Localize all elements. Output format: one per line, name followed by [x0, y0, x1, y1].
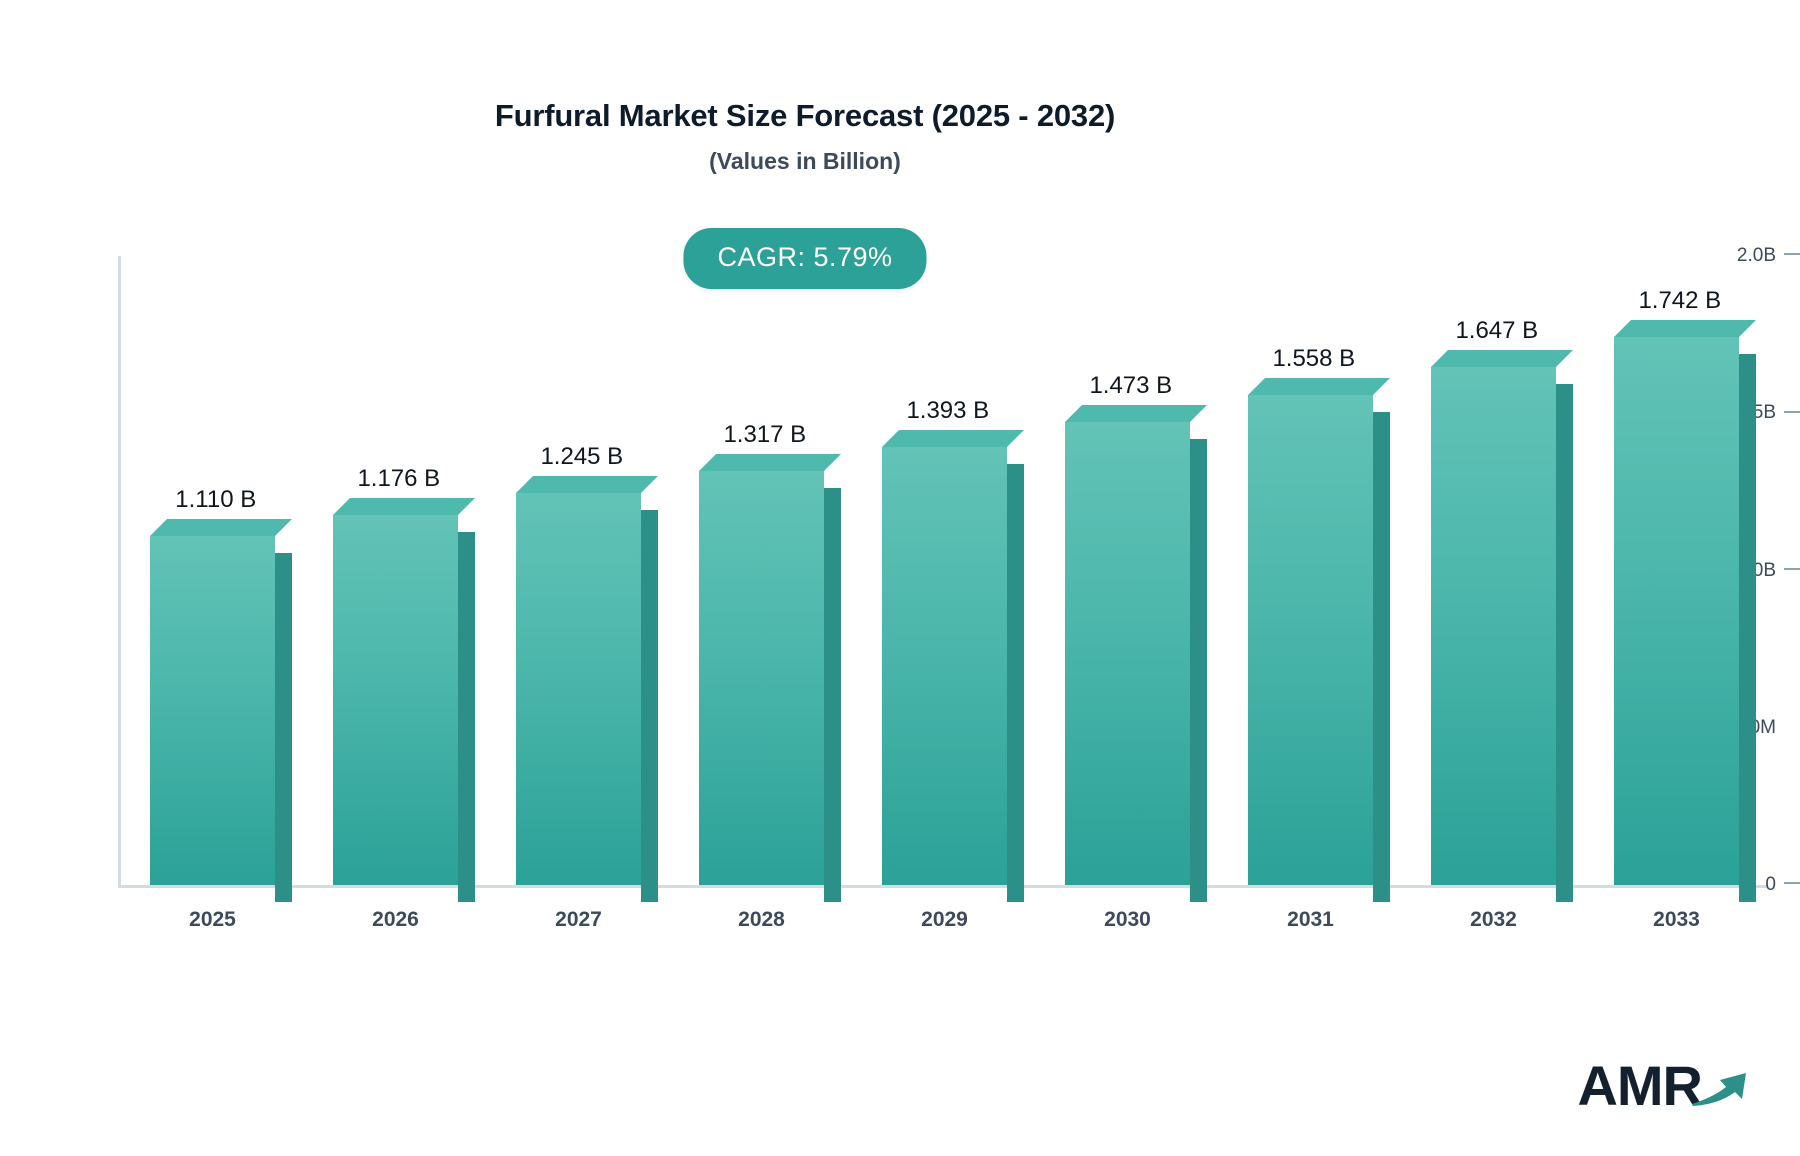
bar-front-face — [333, 515, 458, 885]
amr-logo: AMR — [1577, 1058, 1752, 1114]
bar-top-face — [882, 429, 1024, 447]
bar-slot: 1.558 B — [1219, 240, 1402, 902]
bar-top-face — [1431, 350, 1573, 368]
x-axis-label: 2028 — [738, 908, 785, 931]
x-axis-label: 2029 — [921, 908, 968, 931]
bar-side-face — [641, 510, 658, 902]
page-title: Furfural Market Size Forecast (2025 - 20… — [494, 98, 1116, 133]
chart-subtitle: (Values in Billion) — [709, 148, 901, 174]
bar-front-face — [882, 446, 1007, 885]
bar[interactable]: 1.245 B — [516, 443, 658, 902]
growth-arrow-icon — [1690, 1059, 1752, 1112]
bar-side-face — [458, 532, 475, 902]
x-axis-label: 2025 — [189, 908, 236, 931]
bar[interactable]: 1.742 B — [1614, 287, 1756, 902]
bar-top-face — [699, 453, 841, 471]
bar-front-face — [516, 493, 641, 885]
logo-wordmark: AMR — [1577, 1054, 1703, 1117]
bar-slot: 1.245 B — [487, 240, 670, 902]
bar-top-face — [516, 476, 658, 494]
bar-side-face — [1556, 384, 1573, 902]
bar-value-label: 1.742 B — [1638, 287, 1722, 315]
bar[interactable]: 1.317 B — [699, 421, 841, 902]
bar-value-label: 1.110 B — [175, 485, 257, 513]
bar[interactable]: 1.176 B — [333, 465, 475, 902]
plot-area: 2.0B1.5B1.0B500.0M0 1.110 B1.176 B1.245 … — [0, 240, 1800, 920]
y-axis-line — [118, 256, 121, 886]
bar-side-face — [1739, 354, 1756, 902]
bar-slot: 1.176 B — [304, 240, 487, 902]
bar-front-face — [1248, 395, 1373, 885]
bar[interactable]: 1.473 B — [1065, 372, 1207, 902]
x-axis-label: 2026 — [372, 908, 419, 931]
bar[interactable]: 1.110 B — [150, 486, 292, 902]
bar-slot: 1.110 B — [121, 240, 304, 902]
y-axis-tick-mark — [1784, 410, 1800, 413]
bar-side-face — [1190, 438, 1207, 902]
bar[interactable]: 1.393 B — [882, 397, 1024, 902]
x-axis-label: 2030 — [1104, 908, 1151, 931]
bar-series: 1.110 B 1.176 B 1.245 B 1.317 B 1.393 B 1.473… — [121, 240, 1768, 902]
bar-value-label: 1.558 B — [1272, 345, 1356, 373]
y-axis-tick: 0 — [1682, 874, 1800, 896]
bar-front-face — [1614, 337, 1739, 885]
bar-slot: 1.393 B — [853, 240, 1036, 902]
bar-front-face — [699, 470, 824, 885]
bar-top-face — [333, 498, 475, 516]
x-axis-label: 2032 — [1470, 908, 1517, 931]
y-axis-tick-mark — [1784, 882, 1800, 885]
bar-value-label: 1.473 B — [1089, 371, 1173, 399]
x-axis-label: 2027 — [555, 908, 602, 931]
bar-top-face — [1248, 378, 1390, 396]
x-axis-label: 2033 — [1653, 908, 1700, 931]
bar-front-face — [150, 535, 275, 885]
bar-front-face — [1431, 367, 1556, 885]
bar-side-face — [1007, 463, 1024, 902]
x-axis-label: 2031 — [1287, 908, 1334, 931]
bar-side-face — [275, 552, 292, 902]
x-axis-line — [118, 885, 1768, 888]
bar-slot: 1.647 B — [1402, 240, 1585, 902]
bar-top-face — [1065, 404, 1207, 422]
y-axis-tick-mark — [1784, 253, 1800, 256]
bar-value-label: 1.317 B — [723, 420, 807, 448]
bar-side-face — [1373, 412, 1390, 902]
bar-front-face — [1065, 421, 1190, 885]
y-axis-tick: 2.0B — [1682, 245, 1800, 267]
bar-value-label: 1.245 B — [540, 443, 624, 471]
bar-side-face — [824, 487, 841, 902]
cagr-badge: CAGR: 5.79% — [683, 228, 927, 289]
y-axis-tick-label: 2.0B — [1736, 245, 1776, 266]
bar[interactable]: 1.558 B — [1248, 345, 1390, 902]
bar-top-face — [1614, 320, 1756, 338]
y-axis-tick-mark — [1784, 567, 1800, 570]
bar[interactable]: 1.647 B — [1431, 317, 1573, 902]
bar-slot: 1.317 B — [670, 240, 853, 902]
bar-value-label: 1.647 B — [1455, 317, 1539, 345]
bar-top-face — [150, 518, 292, 536]
bar-value-label: 1.393 B — [906, 396, 990, 424]
bar-slot: 1.742 B — [1585, 240, 1768, 902]
x-axis-labels: 2025 2026 2027 2028 2029 2030 2031 2032 2033 — [121, 908, 1768, 932]
bar-slot: 1.473 B — [1036, 240, 1219, 902]
bar-value-label: 1.176 B — [357, 465, 441, 493]
y-axis-tick-label: 0 — [1765, 874, 1776, 895]
